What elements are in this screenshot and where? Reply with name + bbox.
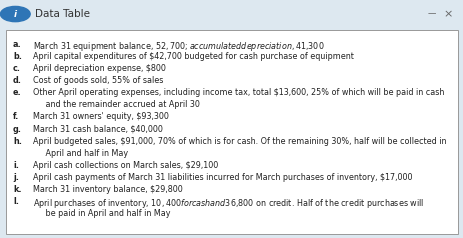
Text: i.: i. — [13, 161, 19, 170]
Text: f.: f. — [13, 113, 19, 121]
Bar — [0, 0, 463, 28]
Text: March 31 owners' equity, $93,300: March 31 owners' equity, $93,300 — [33, 113, 169, 121]
Text: i: i — [14, 10, 17, 19]
Text: d.: d. — [13, 76, 22, 85]
Text: March 31 inventory balance, $29,800: March 31 inventory balance, $29,800 — [33, 185, 183, 194]
Text: k.: k. — [13, 185, 21, 194]
Text: April cash payments of March 31 liabilities incurred for March purchases of inve: April cash payments of March 31 liabilit… — [33, 173, 412, 182]
Text: Cost of goods sold, 55% of sales: Cost of goods sold, 55% of sales — [33, 76, 163, 85]
Text: l.: l. — [13, 197, 19, 206]
Text: g.: g. — [13, 124, 22, 134]
Text: be paid in April and half in May: be paid in April and half in May — [33, 209, 170, 218]
Text: Other April operating expenses, including income tax, total $13,600, 25% of whic: Other April operating expenses, includin… — [33, 88, 444, 97]
Text: April capital expenditures of $42,700 budgeted for cash purchase of equipment: April capital expenditures of $42,700 bu… — [33, 52, 354, 61]
FancyBboxPatch shape — [6, 30, 457, 234]
Circle shape — [0, 6, 30, 22]
Text: j.: j. — [13, 173, 19, 182]
Text: h.: h. — [13, 137, 22, 146]
Text: April cash collections on March sales, $29,100: April cash collections on March sales, $… — [33, 161, 218, 170]
Text: April depreciation expense, $800: April depreciation expense, $800 — [33, 64, 166, 73]
Text: April and half in May: April and half in May — [33, 149, 128, 158]
Text: March 31 equipment balance, $52,700; accumulated depreciation, $41,300: March 31 equipment balance, $52,700; acc… — [33, 40, 324, 53]
Text: and the remainder accrued at April 30: and the remainder accrued at April 30 — [33, 100, 200, 109]
Text: April budgeted sales, $91,000, 70% of which is for cash. Of the remaining 30%, h: April budgeted sales, $91,000, 70% of wh… — [33, 137, 446, 146]
Text: April purchases of inventory, $10,400 for cash and $36,800 on credit. Half of th: April purchases of inventory, $10,400 fo… — [33, 197, 424, 210]
Text: a.: a. — [13, 40, 22, 49]
Text: e.: e. — [13, 88, 22, 97]
Text: ×: × — [442, 9, 451, 19]
Text: b.: b. — [13, 52, 22, 61]
Text: March 31 cash balance, $40,000: March 31 cash balance, $40,000 — [33, 124, 163, 134]
Text: c.: c. — [13, 64, 21, 73]
Text: Data Table: Data Table — [35, 9, 90, 19]
Text: —: — — [426, 10, 435, 19]
